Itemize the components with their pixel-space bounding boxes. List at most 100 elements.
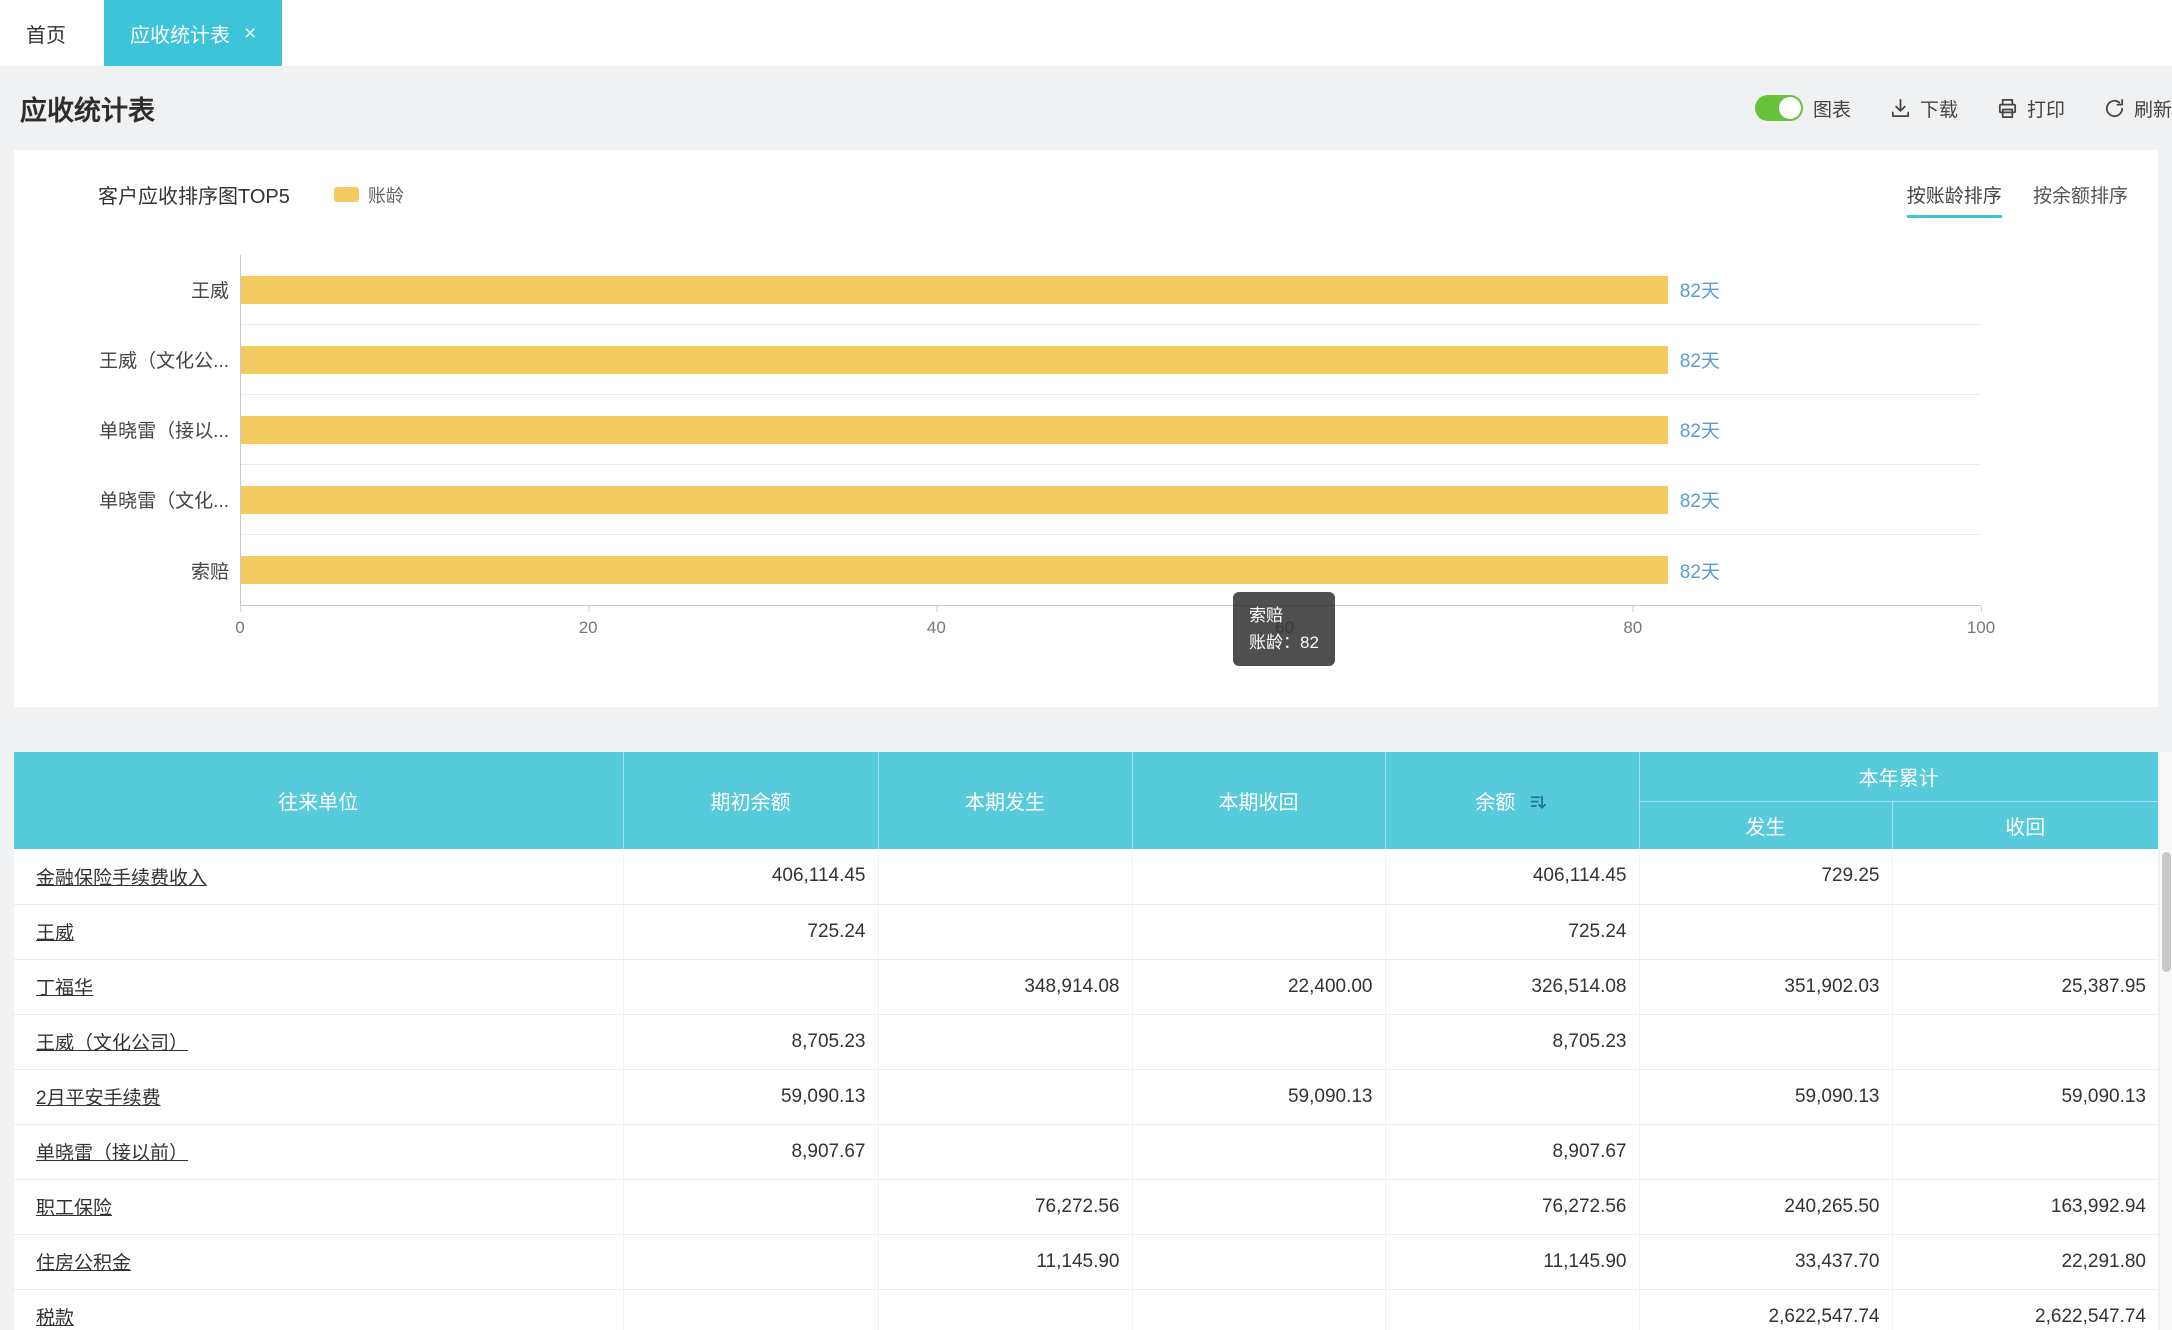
scrollbar-thumb[interactable] [2162, 852, 2171, 972]
amount-cell: 240,265.50 [1639, 1179, 1893, 1235]
amount-cell: 59,090.13 [1132, 1069, 1386, 1125]
chart-bar-value-label: 82天 [1679, 281, 1720, 302]
col-header-period-recovered: 本期收回 [1132, 752, 1386, 849]
col-header-year-recovered: 收回 [1892, 801, 2158, 849]
amount-cell: 76,272.56 [1385, 1179, 1640, 1235]
amount-cell: 729.25 [1639, 849, 1893, 905]
unit-link[interactable]: 2月平安手续费 [36, 1088, 161, 1109]
amount-cell: 11,145.90 [1385, 1234, 1640, 1290]
amount-cell [878, 1069, 1133, 1125]
unit-link[interactable]: 金融保险手续费收入 [36, 867, 208, 889]
unit-link[interactable]: 住房公积金 [36, 1253, 132, 1274]
download-icon [1891, 98, 1909, 117]
x-axis-tick-label: 80 [1623, 606, 1643, 637]
col-header-balance-sort[interactable]: 余额 [1385, 752, 1640, 849]
amount-cell: 406,114.45 [623, 849, 879, 905]
sort-by-age-link[interactable]: 按账龄排序 [1906, 186, 2002, 218]
tab-receivable-stats-label: 应收统计表 [130, 24, 230, 47]
amount-cell: 406,114.45 [1385, 849, 1640, 905]
amount-cell [1639, 904, 1893, 960]
chart-header: 客户应收排序图TOP5 账龄 按账龄排序 按余额排序 [14, 150, 2158, 218]
table-row: 职工保险 76,272.56 76,272.56 240,265.50 163,992.… [14, 1179, 2158, 1235]
chart-category-label: 王威 [190, 281, 229, 302]
unit-cell: 2月平安手续费 [14, 1069, 624, 1125]
amount-cell: 59,090.13 [623, 1069, 879, 1125]
x-axis-tick-label: 0 [235, 606, 245, 637]
legend-swatch-icon [333, 187, 359, 202]
toggle-knob [1778, 97, 1801, 119]
table-header: 往来单位 期初余额 本期发生 本期收回 余额 本年累计 发生 收回 [14, 752, 2158, 849]
amount-cell: 59,090.13 [1639, 1069, 1893, 1125]
chart-x-axis: 020406080100 [235, 606, 1995, 652]
table-row: 税款 2,622,547.74 2,622,547.74 [14, 1289, 2158, 1330]
table-row: 金融保险手续费收入 406,114.45 406,114.45 729.25 [14, 849, 2158, 905]
print-icon [1998, 98, 2016, 118]
unit-link[interactable]: 税款 [36, 1308, 75, 1329]
chart-bar[interactable] [241, 485, 1668, 514]
amount-cell [1132, 904, 1386, 960]
amount-cell: 59,090.13 [1892, 1069, 2158, 1125]
tab-home[interactable]: 首页 [0, 0, 92, 66]
amount-cell [878, 904, 1133, 960]
chart-bar[interactable] [241, 556, 1668, 584]
print-button[interactable]: 打印 [1996, 95, 2065, 122]
table-row: 丁福华 348,914.08 22,400.00 326,514.08 351,902.… [14, 959, 2158, 1015]
col-header-balance-label: 余额 [1475, 792, 1516, 814]
amount-cell: 76,272.56 [878, 1179, 1133, 1235]
vertical-scrollbar[interactable] [2159, 752, 2172, 1330]
sort-icon [1530, 795, 1546, 809]
download-label: 下载 [1919, 99, 1958, 121]
unit-link[interactable]: 王威 [36, 923, 75, 944]
tab-home-label: 首页 [26, 24, 66, 47]
tab-close-icon[interactable]: × [244, 21, 257, 45]
unit-link[interactable]: 王威（文化公司） [36, 1033, 189, 1054]
amount-cell: 351,902.03 [1639, 959, 1893, 1015]
unit-cell: 职工保险 [14, 1179, 624, 1235]
sort-by-balance-link[interactable]: 按余额排序 [2032, 186, 2128, 207]
table-body: 金融保险手续费收入 406,114.45 406,114.45 729.25 王威 725… [14, 849, 2158, 1330]
chart-bar-row: 索赔 82天 [191, 535, 1981, 605]
amount-cell [623, 959, 879, 1015]
table-row: 王威（文化公司） 8,705.23 8,705.23 [14, 1014, 2158, 1070]
chart-bar-row: 单晓雷（文化... 82天 [99, 465, 1981, 535]
chart-bar-value-label: 82天 [1679, 491, 1720, 512]
chart-legend[interactable]: 账龄 [333, 182, 404, 208]
amount-cell: 8,705.23 [623, 1014, 879, 1070]
unit-link[interactable]: 职工保险 [36, 1198, 113, 1219]
amount-cell [1132, 1179, 1386, 1235]
tab-receivable-stats[interactable]: 应收统计表 × [104, 0, 283, 66]
amount-cell: 8,907.67 [623, 1124, 879, 1180]
unit-link[interactable]: 单晓雷（接以前） [36, 1143, 189, 1164]
tab-bar: 首页 应收统计表 × [0, 0, 2172, 66]
chart-sort-links: 按账龄排序 按余额排序 [1881, 181, 2128, 218]
unit-cell: 丁福华 [14, 959, 624, 1015]
amount-cell: 25,387.95 [1892, 959, 2158, 1015]
chart-toggle-label: 图表 [1812, 99, 1851, 121]
refresh-button[interactable]: 刷新 [2103, 95, 2172, 122]
tooltip-value-line: 账龄：82 [1249, 633, 1319, 653]
chart-bar[interactable] [241, 415, 1668, 444]
chart-bar-value-label: 82天 [1679, 421, 1720, 442]
bar-chart: 王威 82天 王威（文化公... 82天 单晓雷（接以... 82天 单晓雷（文化... 82… [99, 255, 1995, 667]
table-row: 2月平安手续费 59,090.13 59,090.13 59,090.13 59,090… [14, 1069, 2158, 1125]
refresh-icon [2106, 98, 2124, 117]
amount-cell [1892, 1124, 2158, 1180]
col-header-year-occurred: 发生 [1639, 801, 1893, 849]
amount-cell: 33,437.70 [1639, 1234, 1893, 1290]
chart-bar-value-label: 82天 [1679, 561, 1720, 583]
chart-plot-area: 王威 82天 王威（文化公... 82天 单晓雷（接以... 82天 单晓雷（文化... 82… [99, 255, 1981, 606]
refresh-label: 刷新 [2133, 99, 2172, 121]
amount-cell [1132, 1124, 1386, 1180]
unit-link[interactable]: 丁福华 [36, 978, 94, 999]
amount-cell [878, 1014, 1133, 1070]
amount-cell [1892, 849, 2158, 905]
amount-cell [1639, 1124, 1893, 1180]
chart-bar[interactable] [241, 345, 1668, 374]
download-button[interactable]: 下载 [1889, 95, 1958, 122]
col-header-unit: 往来单位 [14, 752, 624, 849]
chart-view-toggle[interactable] [1754, 95, 1803, 121]
table-row: 单晓雷（接以前） 8,907.67 8,907.67 [14, 1124, 2158, 1180]
table-row: 住房公积金 11,145.90 11,145.90 33,437.70 22,291.8… [14, 1234, 2158, 1290]
amount-cell [1132, 849, 1386, 905]
chart-bar[interactable] [241, 275, 1668, 304]
